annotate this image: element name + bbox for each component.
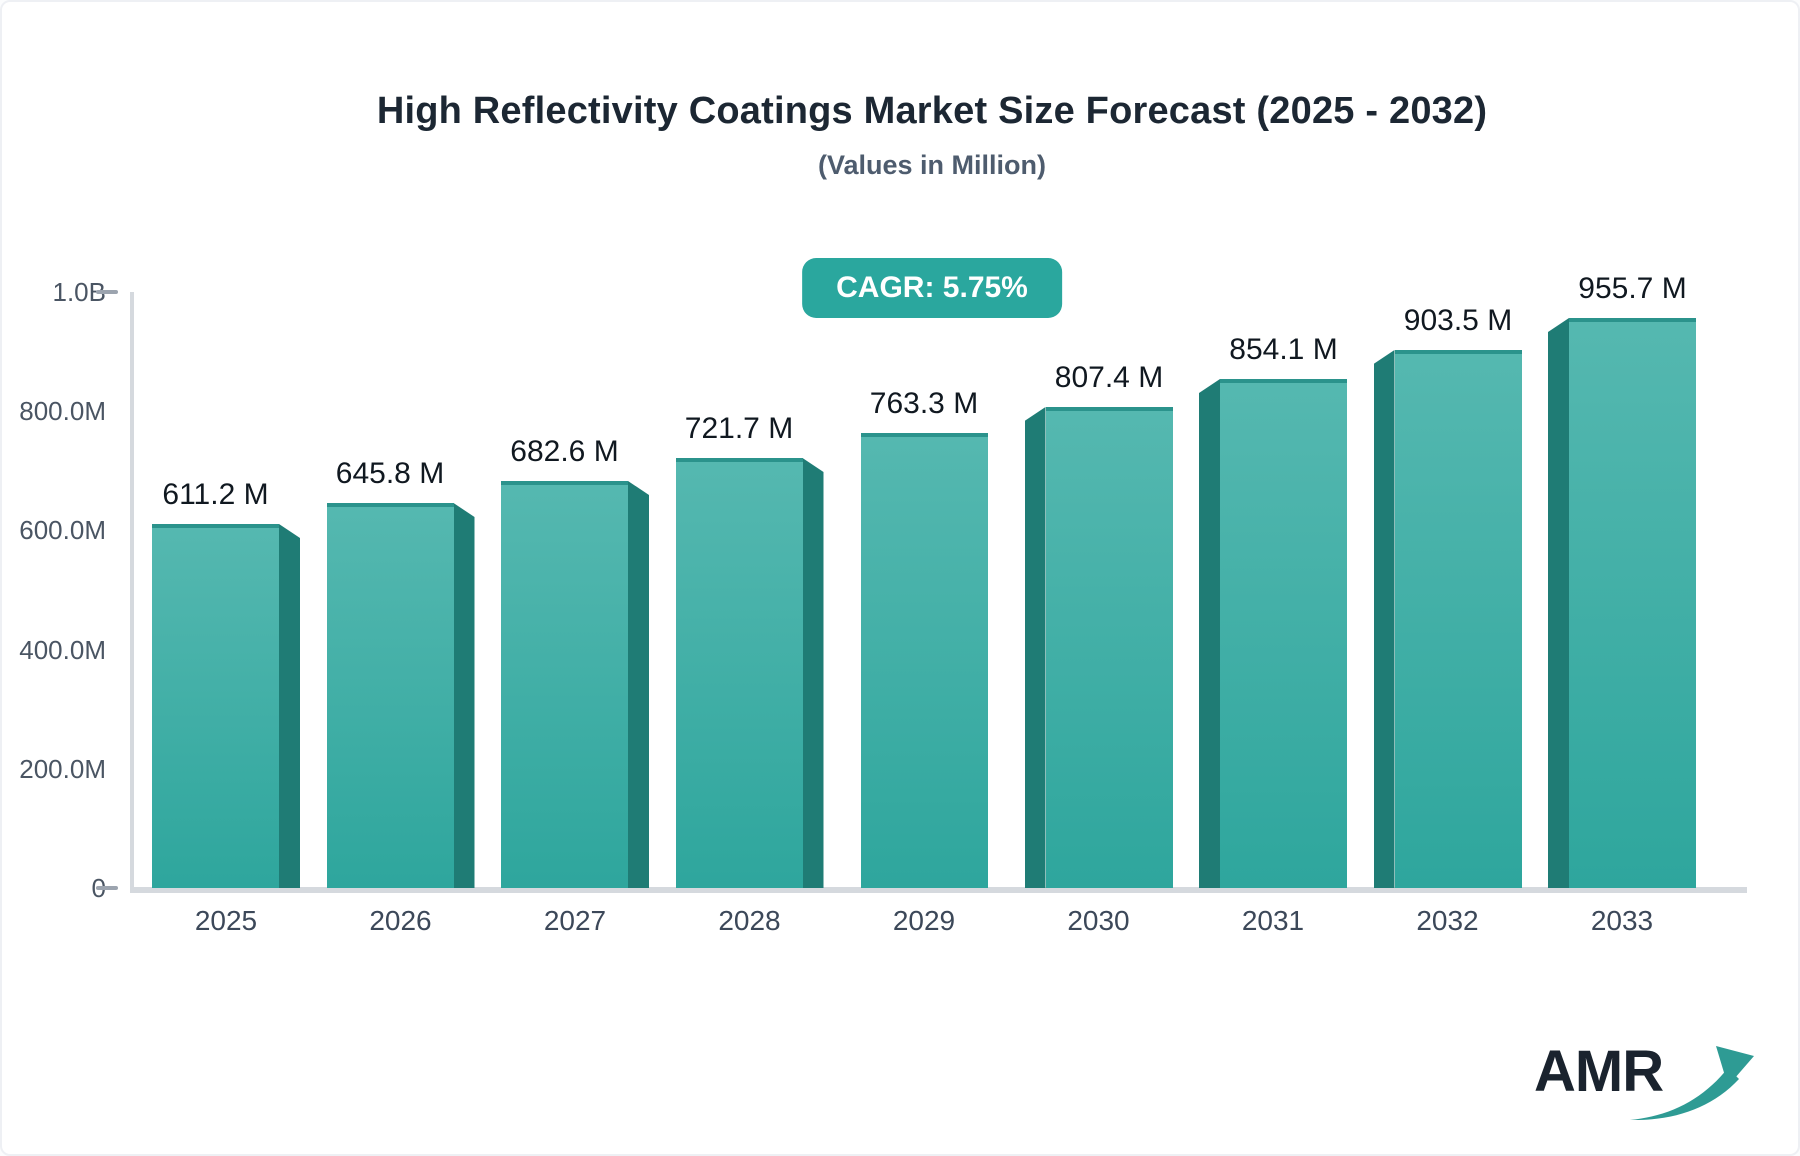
bar-side-shadow [1024,407,1046,888]
x-tick-label: 2026 [369,905,432,936]
y-tick-label: 200.0M [19,753,106,784]
bar-2028 [675,458,824,888]
bar-2025 [152,524,300,888]
bar-face [152,524,279,888]
x-axis-line [130,887,1747,893]
bar-value-label: 721.7 M [684,412,794,445]
bar-side-shadow [628,481,649,888]
y-tick-label: 1.0B [52,277,107,307]
bar-value-label: 682.6 M [510,435,619,468]
bar-2030 [1024,407,1173,888]
bar-value-label: 854.1 M [1229,333,1338,366]
y-axis-line [130,292,134,888]
bar-value-label: 611.2 M [162,478,269,511]
bar-face [860,433,988,888]
bar-2029 [860,433,988,888]
y-tick-label: 0 [2,872,106,904]
chart-subtitle: (Values in Million) [817,150,1047,180]
bar-value-label: 645.8 M [335,457,445,490]
x-tick-label: 2025 [194,905,258,936]
y-tick-label: 400.0M [19,634,106,665]
amr-logo-text: AMR [1534,1039,1664,1104]
bar-face [675,458,803,888]
bar-value-label: 955.7 M [1578,272,1687,305]
bar-side-shadow [1548,318,1569,888]
bar-face [326,503,454,888]
bar-face [501,481,628,888]
y-tick-label: 600.0M [19,515,106,546]
y-tick-mark [96,290,118,294]
bar-2031 [1199,379,1347,888]
bar-2027 [501,481,649,888]
growth-arrow-icon [1630,1046,1754,1121]
chart-title: High Reflectivity Coatings Market Size F… [376,90,1488,132]
x-tick-label: 2033 [1590,905,1654,936]
bar-face [1394,350,1522,888]
x-tick-label: 2032 [1416,905,1479,936]
bar-face [1045,407,1173,888]
bar-value-label: 903.5 M [1403,304,1513,337]
bar-side-shadow [453,503,475,888]
bar-side-shadow [279,524,300,888]
amr-logo: AMR [1534,1030,1784,1130]
bar-2026 [326,503,475,888]
x-tick-label: 2029 [892,905,956,936]
x-tick-label: 2027 [543,905,607,936]
bar-side-shadow [1199,379,1220,888]
x-tick-label: 2030 [1067,905,1130,936]
bar-side-shadow [1373,350,1395,888]
bar-2033 [1548,318,1696,888]
y-tick-label: 800.0M [19,396,106,427]
bar-value-label: 763.3 M [869,387,979,420]
bar-value-label: 807.4 M [1054,361,1164,394]
bar-side-shadow [802,458,824,888]
y-tick-mark [96,886,118,890]
bar-face [1220,379,1347,888]
x-tick-label: 2031 [1241,905,1305,936]
bar-2032 [1373,350,1522,888]
cagr-badge: CAGR: 5.75% [802,258,1062,318]
x-tick-label: 2028 [718,905,781,936]
bar-face [1569,318,1696,888]
